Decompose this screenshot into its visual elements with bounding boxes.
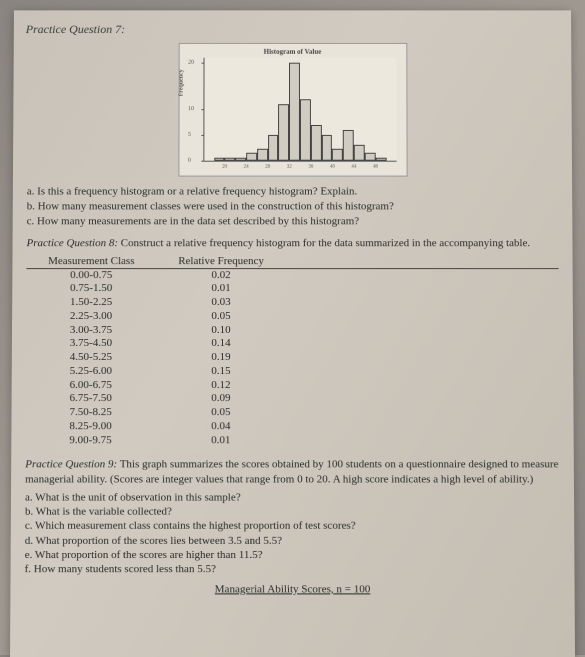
bar — [235, 158, 246, 161]
q9-c: c. Which measurement class contains the … — [25, 519, 560, 533]
q9-footer: Managerial Ability Scores, n = 100 — [24, 583, 560, 595]
bar — [289, 63, 300, 161]
cell-class: 9.00-9.75 — [25, 434, 155, 448]
bar — [257, 148, 268, 160]
q9-title: Practice Question 9: — [25, 459, 117, 471]
cell-class: 3.00-3.75 — [26, 324, 156, 338]
bar — [354, 145, 365, 160]
cell-class: 3.75-4.50 — [26, 337, 156, 351]
ytick-label: 0 — [188, 158, 191, 164]
bar — [278, 104, 289, 161]
bar — [300, 99, 311, 161]
table-row: 3.75-4.500.14 — [26, 337, 559, 351]
table-row: 7.50-8.250.05 — [25, 406, 559, 420]
table-row: 0.00-0.750.02 — [26, 269, 558, 283]
cell-freq: 0.15 — [156, 365, 286, 379]
bar — [322, 135, 333, 161]
cell-class: 5.25-6.00 — [26, 365, 156, 379]
table-row: 3.00-3.750.10 — [26, 324, 559, 338]
table-row: 4.50-5.250.19 — [26, 351, 559, 365]
table-row: 6.00-6.750.12 — [26, 379, 560, 393]
q7-a: a. Is this a frequency histogram or a re… — [27, 185, 558, 200]
q8-title: Practice Question 8: — [26, 237, 118, 249]
q7-b: b. How many measurement classes were use… — [27, 199, 559, 214]
q7-title: Practice Question 7: — [26, 22, 558, 37]
q9-lead: Practice Question 9: This graph summariz… — [25, 458, 560, 487]
data-table: Measurement Class Relative Frequency 0.0… — [25, 255, 559, 448]
q7-c: c. How many measurements are in the data… — [27, 214, 559, 229]
ytick-label: 5 — [188, 132, 191, 138]
cell-class: 0.00-0.75 — [26, 269, 156, 283]
table-body: 0.00-0.750.020.75-1.500.011.50-2.250.032… — [25, 269, 559, 448]
bar — [225, 158, 236, 161]
cell-freq: 0.10 — [156, 324, 286, 338]
xticks-container: 2024283236404448 — [214, 165, 386, 170]
cell-class: 1.50-2.25 — [26, 296, 156, 310]
chart-title: Histogram of Value — [185, 48, 400, 56]
cell-freq: 0.03 — [156, 296, 286, 310]
cell-freq: 0.12 — [156, 379, 286, 393]
header-col1: Measurement Class — [26, 255, 156, 267]
bar — [332, 148, 343, 160]
q9-f: f. How many students scored less than 5.… — [25, 562, 561, 576]
q9-e: e. What proportion of the scores are hig… — [25, 548, 561, 562]
q9-d: d. What proportion of the scores lies be… — [25, 534, 561, 548]
xtick-label: 24 — [235, 165, 257, 170]
bars-container — [214, 58, 386, 161]
bar — [343, 130, 354, 161]
bar — [246, 152, 257, 160]
cell-freq: 0.05 — [156, 406, 286, 420]
cell-class: 4.50-5.25 — [26, 351, 156, 365]
table-header: Measurement Class Relative Frequency — [26, 255, 558, 269]
q8-text: Construct a relative frequency histogram… — [118, 237, 530, 249]
cell-freq: 0.05 — [156, 310, 286, 324]
chart-ylabel: Frequency — [178, 69, 184, 96]
bar — [311, 125, 322, 161]
bar — [375, 158, 386, 161]
q9-a: a. What is the unit of observation in th… — [25, 490, 560, 504]
chart-area: 0 5 10 20 2024283236404448 — [203, 58, 396, 162]
xtick-label: 40 — [322, 165, 344, 170]
cell-class: 6.75-7.50 — [26, 392, 156, 406]
xtick-label: 28 — [257, 165, 279, 170]
cell-class: 8.25-9.00 — [25, 420, 155, 434]
table-row: 9.00-9.750.01 — [25, 434, 559, 448]
bar — [268, 135, 279, 161]
cell-freq: 0.01 — [156, 434, 286, 448]
cell-class: 7.50-8.25 — [25, 406, 155, 420]
ytick-label: 20 — [188, 60, 194, 66]
table-row: 2.25-3.000.05 — [26, 310, 559, 324]
histogram-chart: Histogram of Value Frequency 0 5 10 20 2… — [178, 43, 407, 177]
q9-b: b. What is the variable collected? — [25, 505, 560, 519]
cell-freq: 0.09 — [156, 392, 286, 406]
cell-freq: 0.01 — [156, 282, 286, 296]
cell-class: 2.25-3.00 — [26, 310, 156, 324]
table-row: 5.25-6.000.15 — [26, 365, 560, 379]
ytick-label: 10 — [188, 106, 194, 112]
cell-freq: 0.02 — [156, 269, 286, 283]
cell-freq: 0.19 — [156, 351, 286, 365]
header-col2: Relative Frequency — [156, 255, 286, 267]
xtick-label: 32 — [278, 165, 300, 170]
table-row: 6.75-7.500.09 — [26, 392, 560, 406]
xtick-label: 44 — [343, 165, 365, 170]
q7-subquestions: a. Is this a frequency histogram or a re… — [27, 185, 559, 229]
cell-class: 0.75-1.50 — [26, 282, 156, 296]
cell-freq: 0.14 — [156, 337, 286, 351]
table-row: 0.75-1.500.01 — [26, 282, 559, 296]
xtick-label: 20 — [214, 165, 236, 170]
cell-class: 6.00-6.75 — [26, 379, 156, 393]
cell-freq: 0.04 — [156, 420, 286, 434]
table-row: 1.50-2.250.03 — [26, 296, 559, 310]
page: Practice Question 7: Histogram of Value … — [10, 10, 575, 657]
bar — [365, 152, 376, 160]
xtick-label: 36 — [300, 165, 322, 170]
q9-subquestions: a. What is the unit of observation in th… — [25, 490, 561, 577]
xtick-label: 48 — [365, 165, 387, 170]
table-row: 8.25-9.000.04 — [25, 420, 559, 434]
bar — [214, 158, 225, 161]
q8-lead: Practice Question 8: Construct a relativ… — [26, 237, 558, 249]
